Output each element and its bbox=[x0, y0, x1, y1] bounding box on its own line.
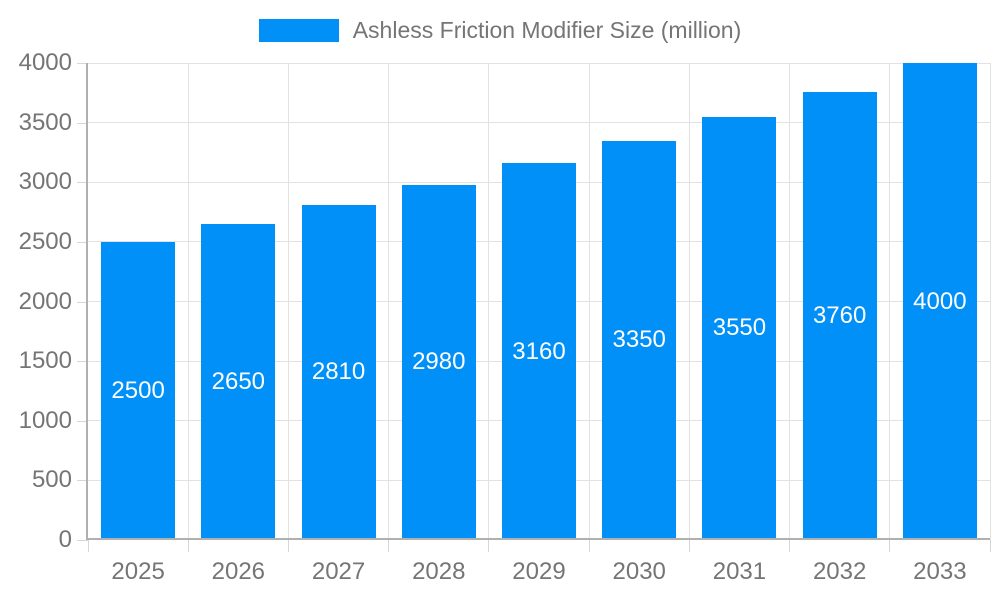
y-tick-label: 1500 bbox=[18, 347, 72, 375]
x-tick-label: 2033 bbox=[913, 558, 967, 585]
bar-2026[interactable]: 2650 bbox=[201, 224, 276, 540]
bar-value-label: 2810 bbox=[311, 358, 366, 386]
h-gridline bbox=[88, 63, 990, 64]
y-axis-line bbox=[86, 63, 88, 540]
y-tick-label: 1000 bbox=[18, 406, 72, 434]
x-tick-mark bbox=[87, 540, 89, 552]
v-gridline bbox=[588, 63, 590, 540]
bar-2032[interactable]: 3760 bbox=[802, 91, 877, 540]
h-gridline bbox=[88, 122, 990, 124]
y-tick-label: 3500 bbox=[18, 108, 72, 136]
x-tick-mark bbox=[889, 540, 891, 552]
x-tick-label: 2026 bbox=[211, 558, 266, 585]
bar-value-label: 2650 bbox=[211, 368, 266, 395]
x-tick-label: 2032 bbox=[812, 558, 867, 585]
x-tick-label: 2029 bbox=[512, 558, 566, 585]
y-tick-mark bbox=[77, 182, 88, 184]
x-tick-label: 2028 bbox=[412, 558, 466, 585]
bar-value-label: 4000 bbox=[913, 287, 967, 315]
x-tick-mark bbox=[588, 540, 590, 552]
x-tick-mark bbox=[789, 540, 791, 552]
y-tick-label: 2500 bbox=[18, 227, 72, 255]
y-tick-mark bbox=[77, 241, 88, 243]
x-tick-mark bbox=[688, 540, 690, 552]
y-tick-mark bbox=[77, 301, 88, 303]
x-tick-label: 2025 bbox=[111, 558, 165, 585]
x-tick-mark bbox=[989, 540, 991, 552]
bar-value-label: 2500 bbox=[111, 376, 165, 404]
bar-value-label: 3760 bbox=[812, 301, 867, 329]
bar-value-label: 3160 bbox=[512, 337, 566, 365]
legend-label: Ashless Friction Modifier Size (million) bbox=[352, 17, 742, 43]
bar-2031[interactable]: 3550 bbox=[702, 116, 777, 540]
y-tick-mark bbox=[77, 540, 88, 541]
plot-area: 2500 2650 2810 2980 3160 3350 3550 3760 4000 bbox=[88, 63, 991, 540]
x-tick-label: 2031 bbox=[712, 558, 767, 585]
y-tick-label: 4000 bbox=[18, 49, 72, 76]
bar-value-label: 2980 bbox=[412, 348, 466, 376]
x-tick-mark bbox=[488, 540, 490, 552]
x-axis-line bbox=[88, 538, 990, 540]
legend[interactable]: Ashless Friction Modifier Size (million) bbox=[0, 17, 1000, 44]
x-tick-mark bbox=[187, 540, 189, 552]
bar-2030[interactable]: 3350 bbox=[602, 140, 677, 540]
v-gridline bbox=[789, 63, 791, 540]
bar-2033[interactable]: 4000 bbox=[902, 63, 977, 540]
x-tick-mark bbox=[287, 540, 289, 552]
y-tick-mark bbox=[77, 63, 88, 64]
x-tick-mark bbox=[388, 540, 390, 552]
v-gridline bbox=[388, 63, 390, 540]
bar-2028[interactable]: 2980 bbox=[401, 184, 476, 540]
y-tick-label: 0 bbox=[58, 526, 72, 553]
v-gridline bbox=[889, 63, 891, 540]
v-gridline bbox=[488, 63, 490, 540]
y-tick-mark bbox=[77, 420, 88, 422]
y-tick-mark bbox=[77, 361, 88, 363]
bar-2025[interactable]: 2500 bbox=[101, 241, 176, 540]
legend-swatch-icon bbox=[258, 19, 339, 42]
bar-value-label: 3350 bbox=[612, 326, 666, 354]
v-gridline bbox=[688, 63, 690, 540]
y-tick-label: 2000 bbox=[18, 287, 72, 315]
y-tick-label: 3000 bbox=[18, 168, 72, 196]
x-tick-label: 2027 bbox=[311, 558, 366, 585]
bar-2029[interactable]: 3160 bbox=[502, 163, 576, 540]
bar-2027[interactable]: 2810 bbox=[301, 204, 376, 540]
bar-value-label: 3550 bbox=[712, 314, 767, 342]
v-gridline bbox=[187, 63, 189, 540]
x-tick-label: 2030 bbox=[612, 558, 666, 585]
y-tick-label: 500 bbox=[31, 466, 72, 494]
v-gridline bbox=[989, 63, 991, 540]
v-gridline bbox=[287, 63, 289, 540]
y-tick-mark bbox=[77, 122, 88, 124]
y-tick-mark bbox=[77, 480, 88, 482]
